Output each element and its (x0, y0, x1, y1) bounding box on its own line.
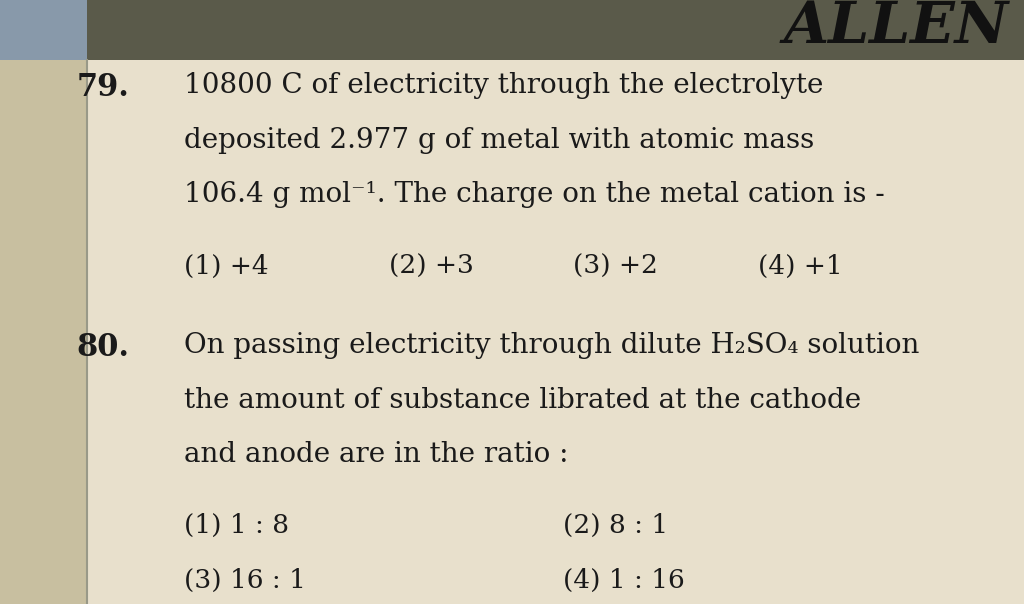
Text: On passing electricity through dilute H₂SO₄ solution: On passing electricity through dilute H₂… (184, 332, 920, 359)
Text: (2) 8 : 1: (2) 8 : 1 (563, 513, 669, 538)
Text: 80.: 80. (77, 332, 130, 363)
Text: and anode are in the ratio :: and anode are in the ratio : (184, 441, 568, 468)
Text: ALLEN: ALLEN (783, 0, 1009, 56)
Text: 79.: 79. (77, 72, 130, 103)
Text: (1) 1 : 8: (1) 1 : 8 (184, 513, 290, 538)
FancyBboxPatch shape (87, 0, 1024, 604)
Text: the amount of substance librated at the cathode: the amount of substance librated at the … (184, 387, 861, 414)
Text: (3) +2: (3) +2 (573, 254, 658, 278)
Bar (87, 0, 1024, 60)
Text: (4) +1: (4) +1 (758, 254, 843, 278)
Text: 106.4 g mol⁻¹. The charge on the metal cation is -: 106.4 g mol⁻¹. The charge on the metal c… (184, 181, 885, 208)
Text: deposited 2.977 g of metal with atomic mass: deposited 2.977 g of metal with atomic m… (184, 127, 814, 154)
Text: (4) 1 : 16: (4) 1 : 16 (563, 568, 685, 593)
Text: (1) +4: (1) +4 (184, 254, 269, 278)
Text: 10800 C of electricity through the electrolyte: 10800 C of electricity through the elect… (184, 72, 823, 100)
Text: (3) 16 : 1: (3) 16 : 1 (184, 568, 306, 593)
Text: (2) +3: (2) +3 (389, 254, 474, 278)
Bar (0, 0, 87, 60)
